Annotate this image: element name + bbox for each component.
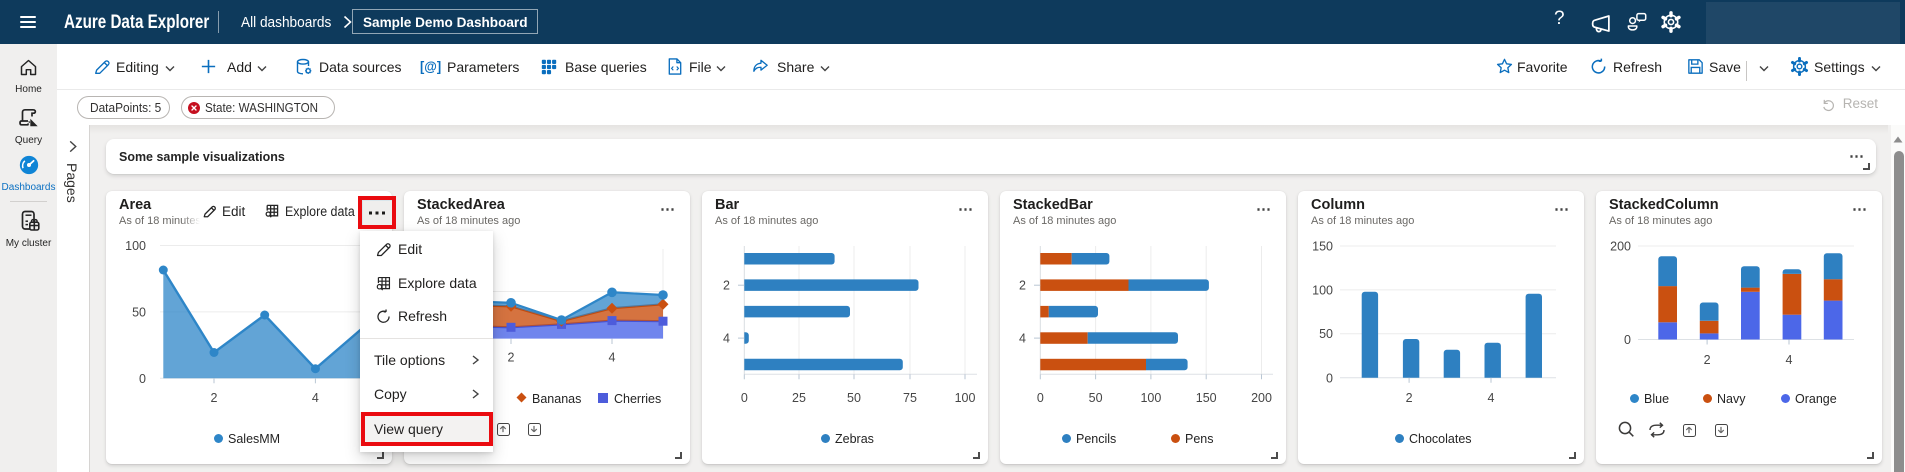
svg-text:0: 0 (139, 372, 146, 386)
svg-text:2: 2 (1406, 391, 1413, 405)
svg-text:0: 0 (1037, 391, 1044, 405)
svg-text:2: 2 (1704, 353, 1711, 367)
svg-text:200: 200 (1610, 240, 1631, 254)
svg-text:100: 100 (955, 391, 976, 405)
svg-text:75: 75 (903, 391, 917, 405)
svg-text:0: 0 (741, 391, 748, 405)
svg-text:100: 100 (125, 239, 146, 253)
svg-text:50: 50 (1089, 391, 1103, 405)
svg-text:50: 50 (847, 391, 861, 405)
svg-text:4: 4 (1786, 353, 1793, 367)
svg-text:2: 2 (211, 391, 218, 405)
svg-text:4: 4 (312, 391, 319, 405)
svg-text:100: 100 (1140, 391, 1161, 405)
svg-text:0: 0 (1624, 333, 1631, 347)
svg-text:2: 2 (723, 279, 730, 293)
svg-text:25: 25 (792, 391, 806, 405)
svg-text:50: 50 (132, 305, 146, 319)
svg-text:150: 150 (1312, 240, 1333, 254)
svg-text:4: 4 (723, 332, 730, 346)
svg-text:4: 4 (1488, 391, 1495, 405)
svg-text:150: 150 (1196, 391, 1217, 405)
svg-text:50: 50 (1319, 327, 1333, 341)
svg-text:200: 200 (1251, 391, 1272, 405)
svg-text:100: 100 (1312, 283, 1333, 297)
svg-text:2: 2 (508, 351, 515, 365)
svg-text:2: 2 (1019, 279, 1026, 293)
svg-text:4: 4 (1019, 332, 1026, 346)
svg-text:0: 0 (1326, 371, 1333, 385)
svg-text:4: 4 (609, 351, 616, 365)
